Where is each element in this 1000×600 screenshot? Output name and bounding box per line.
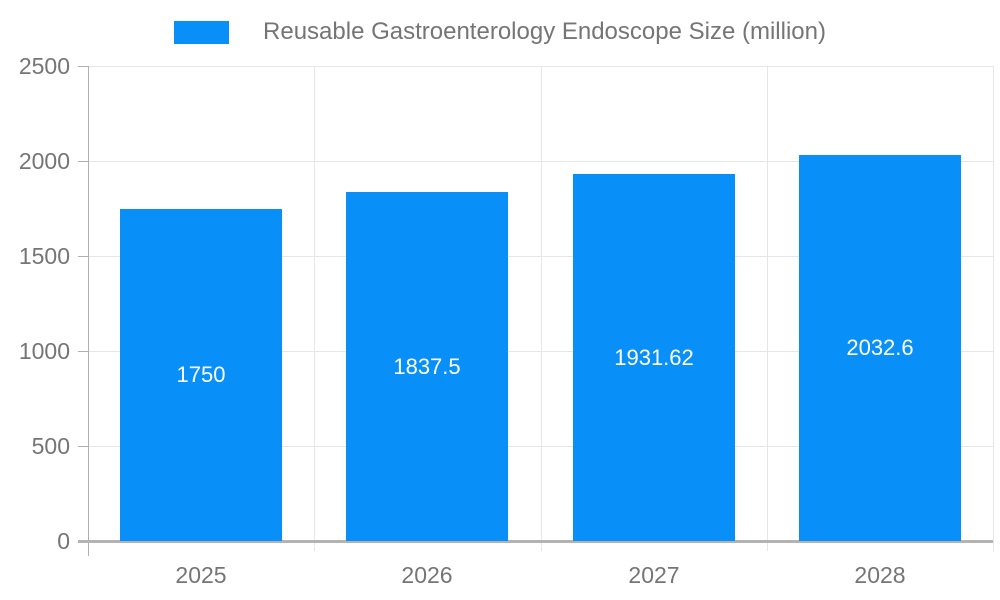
y-axis-tick (78, 256, 88, 257)
y-axis-line (88, 66, 89, 556)
bar-value-label: 1931.62 (614, 344, 694, 370)
y-axis-label: 500 (31, 433, 70, 459)
y-axis-label: 0 (57, 528, 70, 554)
gridline-vertical (541, 66, 542, 551)
legend-label: Reusable Gastroenterology Endoscope Size… (263, 18, 826, 45)
gridline-vertical (767, 66, 768, 551)
x-axis-label: 2025 (175, 562, 227, 588)
x-axis-line (78, 540, 993, 543)
x-axis-label: 2026 (401, 562, 453, 588)
bar-2025: 1750 (120, 209, 282, 541)
gridline-horizontal (88, 446, 993, 447)
gridline-vertical (993, 66, 994, 551)
x-axis-label: 2027 (628, 562, 680, 588)
y-axis-label: 1500 (18, 243, 70, 269)
gridline-horizontal (88, 161, 993, 162)
bar-value-label: 2032.6 (846, 335, 914, 360)
x-axis-label: 2028 (854, 562, 906, 588)
gridline-horizontal (88, 351, 993, 352)
y-axis-tick (78, 161, 88, 162)
gridline-horizontal (88, 256, 993, 257)
y-axis-tick (78, 351, 88, 352)
y-axis-label: 1000 (18, 338, 70, 364)
bar-2028: 2032.6 (799, 155, 961, 541)
bar-2026: 1837.5 (346, 192, 508, 541)
gridline-horizontal (88, 66, 993, 67)
y-axis-tick (78, 66, 88, 67)
legend: Reusable Gastroenterology Endoscope Size… (0, 10, 1000, 54)
bar-2027: 1931.62 (573, 174, 735, 541)
bar-value-label: 1837.5 (393, 353, 461, 379)
y-axis-tick (78, 446, 88, 447)
bar-value-label: 1750 (176, 362, 226, 387)
y-axis-label: 2500 (18, 53, 70, 79)
legend-swatch (174, 20, 230, 44)
y-axis-label: 2000 (18, 148, 70, 174)
gridline-vertical (314, 66, 315, 551)
